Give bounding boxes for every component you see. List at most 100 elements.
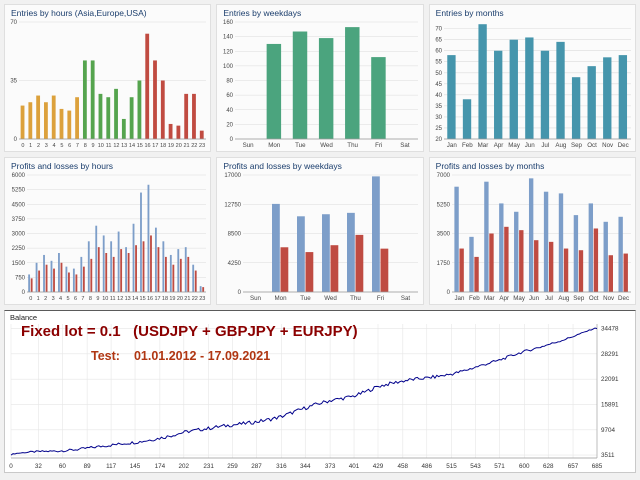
svg-text:0: 0 [29,296,32,302]
svg-text:600: 600 [519,463,530,470]
svg-text:21: 21 [184,296,190,302]
chart-profits-losses-by-months: Profits and losses by months 0 1750 3500 52… [428,157,636,305]
svg-text:458: 458 [398,463,409,470]
svg-text:6: 6 [74,296,77,302]
overlay-strategy-label: Fixed lot = 0.1 (USDJPY + GBPJPY + EURJP… [21,323,358,340]
svg-text:4: 4 [53,143,56,149]
svg-text:45: 45 [435,82,442,88]
svg-text:8500: 8500 [228,232,242,238]
entries-by-weekdays-plot: 0 20 40 60 80 100 120 140 160 Sun Mon Tue Wed Thu Fri S… [223,20,419,149]
svg-text:Apr: Apr [499,295,509,302]
svg-text:5250: 5250 [12,188,26,194]
svg-text:0: 0 [446,290,450,296]
svg-text:25: 25 [435,126,442,132]
svg-text:17: 17 [152,143,158,149]
svg-text:628: 628 [543,463,554,470]
svg-text:22: 22 [192,296,198,302]
svg-text:Tue: Tue [295,142,306,149]
svg-text:12: 12 [117,296,123,302]
svg-text:5: 5 [60,143,63,149]
svg-text:231: 231 [203,463,214,470]
svg-text:Aug: Aug [555,142,567,149]
balance-plot: 0 32 60 89 117 145 174 202 231 259 287 316 344 373 401… [9,324,619,470]
balance-chart-panel: Balance 0 32 60 89 117 145 174 202 231 259 287 316 3… [4,310,636,473]
chart-title-entries-by-hours: Entries by hours (Asia,Europe,USA) [11,8,147,18]
svg-text:80: 80 [227,79,234,85]
svg-text:15: 15 [140,296,146,302]
svg-text:Nov: Nov [602,142,614,149]
svg-text:2: 2 [37,143,40,149]
svg-text:287: 287 [251,463,262,470]
svg-text:Oct: Oct [589,295,599,302]
svg-text:1750: 1750 [436,261,450,267]
svg-text:3511: 3511 [601,452,615,459]
svg-text:100: 100 [223,64,234,70]
svg-text:13: 13 [121,143,127,149]
svg-text:5: 5 [66,296,69,302]
svg-text:9: 9 [91,143,94,149]
svg-text:Tue: Tue [301,295,312,302]
svg-text:12: 12 [113,143,119,149]
svg-text:89: 89 [84,463,92,470]
svg-text:60: 60 [59,463,67,470]
svg-text:40: 40 [435,93,442,99]
svg-text:10: 10 [98,143,104,149]
svg-text:70: 70 [435,27,442,33]
svg-text:Jun: Jun [529,295,540,302]
svg-text:429: 429 [373,463,384,470]
svg-text:11: 11 [110,296,116,302]
svg-text:259: 259 [227,463,238,470]
charts-grid: Entries by hours (Asia,Europe,USA) 0 35 70… [4,4,636,305]
overlay-test-dates: 01.01.2012 - 17.09.2021 [133,349,271,363]
svg-text:174: 174 [155,463,166,470]
svg-text:70: 70 [10,20,17,26]
svg-text:344: 344 [300,463,311,470]
svg-text:20: 20 [176,143,182,149]
chart-entries-by-months: Entries by months 20 25 30 35 40 45 50 55 60 65 70… [428,4,636,152]
svg-text:1: 1 [37,296,40,302]
svg-text:35: 35 [435,104,442,110]
svg-text:Nov: Nov [603,295,615,302]
svg-text:12750: 12750 [225,202,242,208]
svg-text:515: 515 [446,463,457,470]
svg-text:20: 20 [435,137,442,143]
svg-text:May: May [508,142,521,149]
svg-text:50: 50 [435,71,442,77]
svg-text:34478: 34478 [601,326,619,333]
svg-text:0: 0 [9,463,13,470]
svg-text:140: 140 [223,35,234,41]
svg-text:Aug: Aug [558,295,570,302]
svg-text:1: 1 [29,143,32,149]
svg-text:4250: 4250 [228,261,242,267]
svg-text:20: 20 [177,296,183,302]
svg-text:30: 30 [435,115,442,121]
svg-text:Dec: Dec [618,295,629,302]
svg-text:3: 3 [52,296,55,302]
overlay-test-label: Test: [91,349,120,363]
svg-text:Sat: Sat [401,142,411,149]
svg-text:Sep: Sep [573,295,585,302]
svg-text:23: 23 [199,296,205,302]
svg-text:11: 11 [106,143,112,149]
svg-text:3500: 3500 [436,232,450,238]
chart-profits-losses-by-weekdays: Profits and losses by weekdays 0 4250 8500… [216,157,424,305]
svg-text:373: 373 [325,463,336,470]
svg-text:Mon: Mon [269,142,282,149]
svg-text:543: 543 [470,463,481,470]
svg-text:19: 19 [169,296,175,302]
svg-text:17: 17 [154,296,160,302]
svg-text:May: May [513,295,526,302]
svg-text:Fri: Fri [376,142,383,149]
svg-text:Jul: Jul [545,295,553,302]
svg-text:2250: 2250 [12,246,26,252]
svg-text:15891: 15891 [601,402,619,409]
svg-text:9: 9 [96,296,99,302]
svg-text:19: 19 [168,143,174,149]
balance-chart-title: Balance [10,313,38,322]
svg-text:18: 18 [162,296,168,302]
svg-text:120: 120 [223,49,234,55]
chart-title-entries-by-months: Entries by months [435,8,504,18]
chart-title-profits-losses-by-months: Profits and losses by months [435,161,545,171]
svg-text:15: 15 [137,143,143,149]
